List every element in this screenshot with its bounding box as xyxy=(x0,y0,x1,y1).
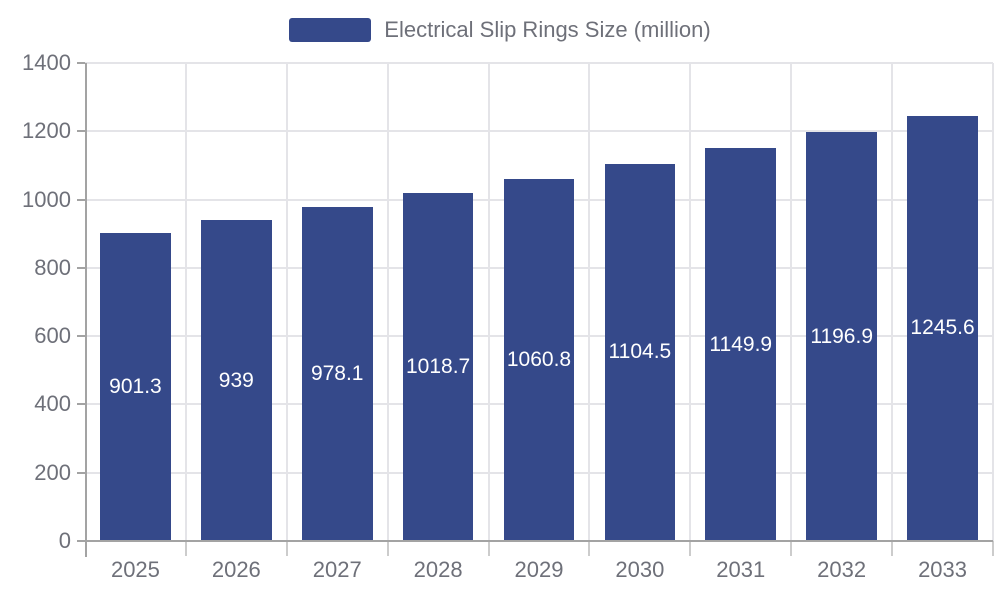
legend-swatch-icon xyxy=(289,18,372,42)
gridline-vertical xyxy=(689,63,692,541)
x-axis-tick xyxy=(689,541,692,556)
gridline-vertical xyxy=(891,63,894,541)
gridline-vertical xyxy=(386,63,389,541)
bar-value-label: 901.3 xyxy=(109,375,162,399)
x-axis-line xyxy=(85,540,993,542)
x-axis-label-2030: 2030 xyxy=(615,557,665,582)
y-axis-label: 0 xyxy=(58,528,71,553)
bar-value-label: 1196.9 xyxy=(810,324,873,348)
x-axis-label-2025: 2025 xyxy=(110,557,160,582)
y-axis-tick xyxy=(77,540,85,542)
x-axis-tick xyxy=(285,541,288,556)
y-axis-tick xyxy=(77,62,85,64)
x-axis-label-2033: 2033 xyxy=(918,557,968,582)
y-axis-tick xyxy=(77,198,85,201)
y-axis-tick xyxy=(77,403,85,406)
y-axis-tick xyxy=(77,471,85,474)
y-axis-label: 1200 xyxy=(22,118,71,144)
gridline-vertical xyxy=(790,63,793,541)
bar-value-label: 1104.5 xyxy=(608,340,672,364)
x-axis-label-2026: 2026 xyxy=(211,557,261,582)
x-axis-label-2028: 2028 xyxy=(413,557,463,582)
bar-value-label: 1060.8 xyxy=(506,347,572,371)
bar-value-label: 1149.9 xyxy=(709,332,773,356)
y-axis-label: 1400 xyxy=(22,50,71,75)
x-axis-tick xyxy=(891,541,894,556)
bar-value-label: 978.1 xyxy=(310,362,364,386)
x-axis-label-2031: 2031 xyxy=(716,557,766,582)
y-axis-line xyxy=(85,63,87,557)
y-axis-label: 400 xyxy=(34,391,71,417)
x-axis-tick xyxy=(790,541,793,556)
x-axis-label-2032: 2032 xyxy=(817,557,867,582)
y-axis-label: 1000 xyxy=(22,186,71,212)
gridline-vertical xyxy=(487,63,490,541)
legend-label: Electrical Slip Rings Size (million) xyxy=(384,17,711,42)
x-axis-label-2027: 2027 xyxy=(312,557,362,582)
gridline-vertical xyxy=(588,63,591,541)
bar-2029[interactable] xyxy=(503,178,575,541)
x-axis-tick xyxy=(487,541,490,556)
gridline-vertical xyxy=(285,63,288,541)
bar-2026[interactable] xyxy=(201,220,272,541)
bar-2033[interactable] xyxy=(907,115,978,541)
y-axis-label: 800 xyxy=(34,254,71,280)
gridline-horizontal xyxy=(85,62,993,64)
y-axis-tick xyxy=(77,130,85,133)
legend[interactable]: Electrical Slip Rings Size (million) xyxy=(0,16,1000,44)
bar-2027[interactable] xyxy=(301,207,373,541)
bar-2028[interactable] xyxy=(402,193,474,541)
y-axis-tick xyxy=(77,266,85,269)
bar-2032[interactable] xyxy=(806,132,877,541)
x-axis-tick xyxy=(992,541,994,556)
gridline-vertical xyxy=(184,63,187,541)
bar-value-label: 1018.7 xyxy=(405,355,471,379)
gridline-vertical xyxy=(992,63,994,541)
bar-2031[interactable] xyxy=(705,148,777,541)
x-axis-tick xyxy=(184,541,187,556)
y-axis-tick xyxy=(77,335,85,338)
x-axis-tick xyxy=(386,541,389,556)
bar-2025[interactable] xyxy=(100,233,171,541)
y-axis-label: 600 xyxy=(34,323,71,349)
gridline-horizontal xyxy=(85,130,993,133)
bar-value-label: 939 xyxy=(218,368,254,392)
bar-2030[interactable] xyxy=(604,163,676,541)
x-axis-tick xyxy=(588,541,591,556)
y-axis-label: 200 xyxy=(34,459,71,485)
x-axis-label-2029: 2029 xyxy=(514,557,564,582)
bar-value-label: 1245.6 xyxy=(910,316,975,340)
